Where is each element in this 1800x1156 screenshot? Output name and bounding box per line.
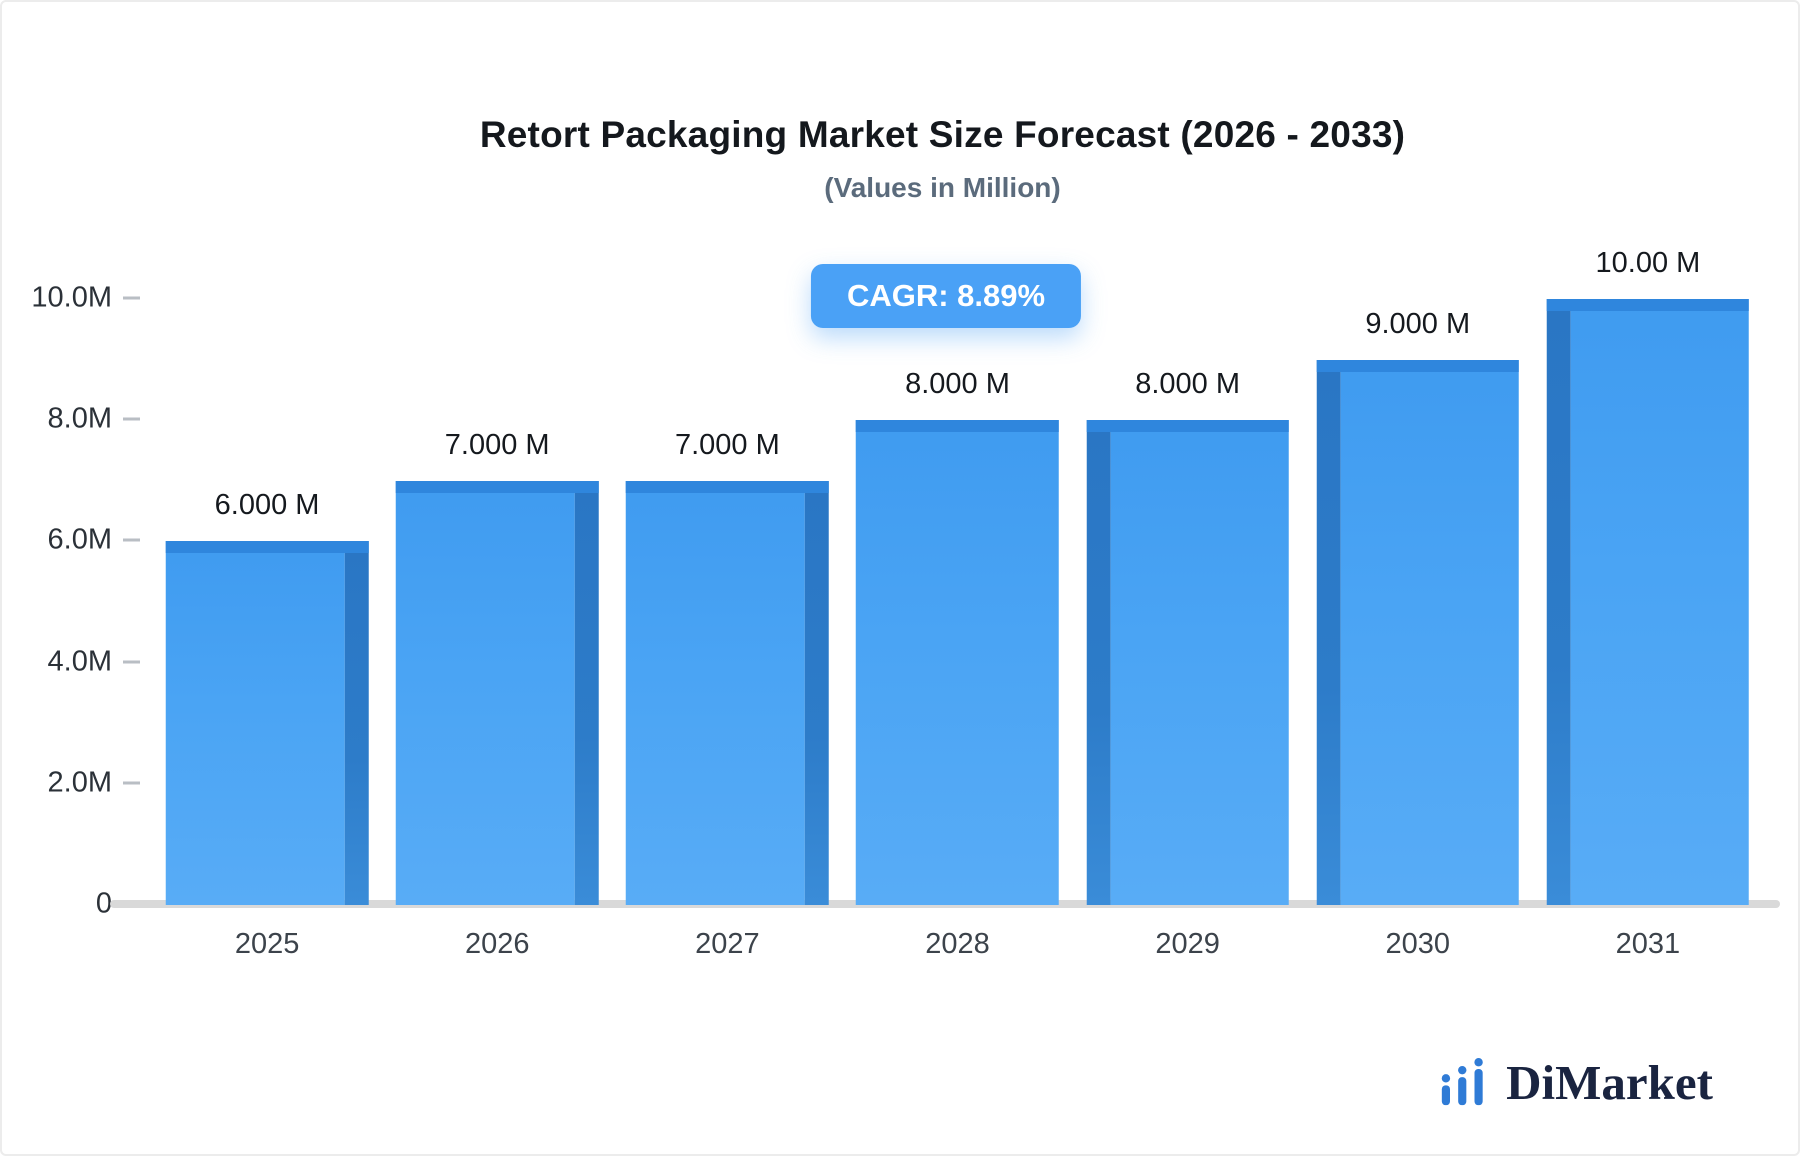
y-tick-label: 4.0M — [47, 645, 112, 678]
bar-slot-2028: 8.000 M 2028 — [842, 298, 1072, 960]
bar-front-face — [856, 420, 1059, 905]
bar-top-face — [1316, 359, 1520, 372]
bar-front-face — [165, 541, 345, 905]
bar-front-face — [1340, 359, 1520, 905]
bar-value-label: 7.000 M — [674, 428, 780, 461]
bar-slot-2027: 7.000 M 2027 — [612, 298, 842, 960]
bar-top-face — [165, 541, 369, 554]
bar-value-label: 7.000 M — [444, 428, 550, 461]
y-tick: 8.0M — [48, 403, 140, 436]
x-axis-label: 2028 — [925, 928, 990, 960]
x-axis-label: 2025 — [234, 928, 300, 960]
x-axis-label: 2027 — [695, 928, 760, 960]
y-tick-mark — [123, 417, 140, 421]
bar-slot-2029: 8.000 M 2029 — [1073, 298, 1303, 960]
bar-top-face — [626, 480, 829, 493]
bar-value-label: 6.000 M — [214, 489, 320, 522]
bar-value-label: 9.000 M — [1365, 307, 1471, 340]
x-axis-label: 2029 — [1155, 928, 1220, 960]
y-tick-mark — [123, 296, 140, 300]
bar-slot-2025: 6.000 M 2025 — [152, 298, 382, 960]
bar-side-face — [344, 541, 369, 905]
y-tick: 4.0M — [48, 645, 140, 678]
bar-2028 — [856, 420, 1059, 905]
bar-slot-2030: 9.000 M 2030 — [1303, 298, 1533, 960]
bar-value-label: 8.000 M — [905, 368, 1010, 401]
y-tick: 6.0M — [48, 524, 140, 557]
bar-slot-2026: 7.000 M 2026 — [382, 298, 612, 960]
bar-front-face — [1570, 299, 1750, 905]
y-tick-label: 2.0M — [47, 766, 112, 799]
y-tick: 2.0M — [48, 766, 140, 799]
y-tick-mark — [123, 781, 140, 785]
cagr-badge: CAGR: 8.89% — [810, 264, 1082, 328]
bar-value-label: 8.000 M — [1135, 368, 1241, 401]
bar-front-face — [1110, 420, 1289, 905]
y-tick-mark — [123, 538, 140, 542]
chart-subtitle: (Values in Million) — [824, 172, 1061, 203]
bar-side-face — [574, 480, 599, 905]
x-axis-label: 2026 — [464, 928, 530, 960]
bar-top-face — [1086, 420, 1289, 433]
bar-front-face — [395, 480, 575, 905]
bar-2025 — [165, 541, 369, 905]
bar-side-face — [1086, 420, 1111, 905]
y-tick-label: 8.0M — [47, 402, 112, 435]
bar-value-label: 10.00 M — [1595, 247, 1701, 279]
bar-top-face — [395, 480, 599, 493]
bar-slot-2031: 10.00 M 2031 — [1533, 247, 1763, 960]
bar-2031 — [1546, 299, 1750, 905]
plot-area: 6.000 M 2025 7.000 M 2026 7.000 M 2027 8.000 M… — [152, 247, 1763, 960]
brand-name: DiMarket — [1506, 1055, 1713, 1110]
bar-top-face — [856, 420, 1059, 433]
bar-top-face — [1546, 299, 1750, 311]
bar-front-face — [626, 480, 805, 905]
bar-side-face — [1546, 299, 1571, 905]
bar-2030 — [1316, 359, 1520, 905]
bar-chart-logo-icon — [1441, 1057, 1483, 1105]
bar-side-face — [804, 480, 829, 905]
x-axis-label: 2031 — [1615, 928, 1681, 960]
y-tick-label: 10.0M — [31, 281, 112, 314]
brand-logo: DiMarket — [1436, 1054, 1713, 1111]
x-axis-label: 2030 — [1385, 928, 1451, 960]
chart-header: Retort Packaging Market Size Forecast (2… — [2, 114, 1798, 204]
y-tick-label: 6.0M — [47, 523, 112, 556]
bar-2029 — [1086, 420, 1289, 905]
bar-2027 — [626, 480, 829, 905]
chart-title: Retort Packaging Market Size Forecast (2… — [479, 114, 1406, 155]
bar-2026 — [395, 480, 599, 905]
y-tick-label: 0 — [95, 887, 112, 920]
y-tick-mark — [123, 660, 140, 664]
y-axis: 10.0M 8.0M 6.0M 4.0M 2.0M 0 — [26, 282, 140, 920]
bar-side-face — [1316, 359, 1341, 905]
y-tick: 10.0M — [31, 282, 140, 315]
